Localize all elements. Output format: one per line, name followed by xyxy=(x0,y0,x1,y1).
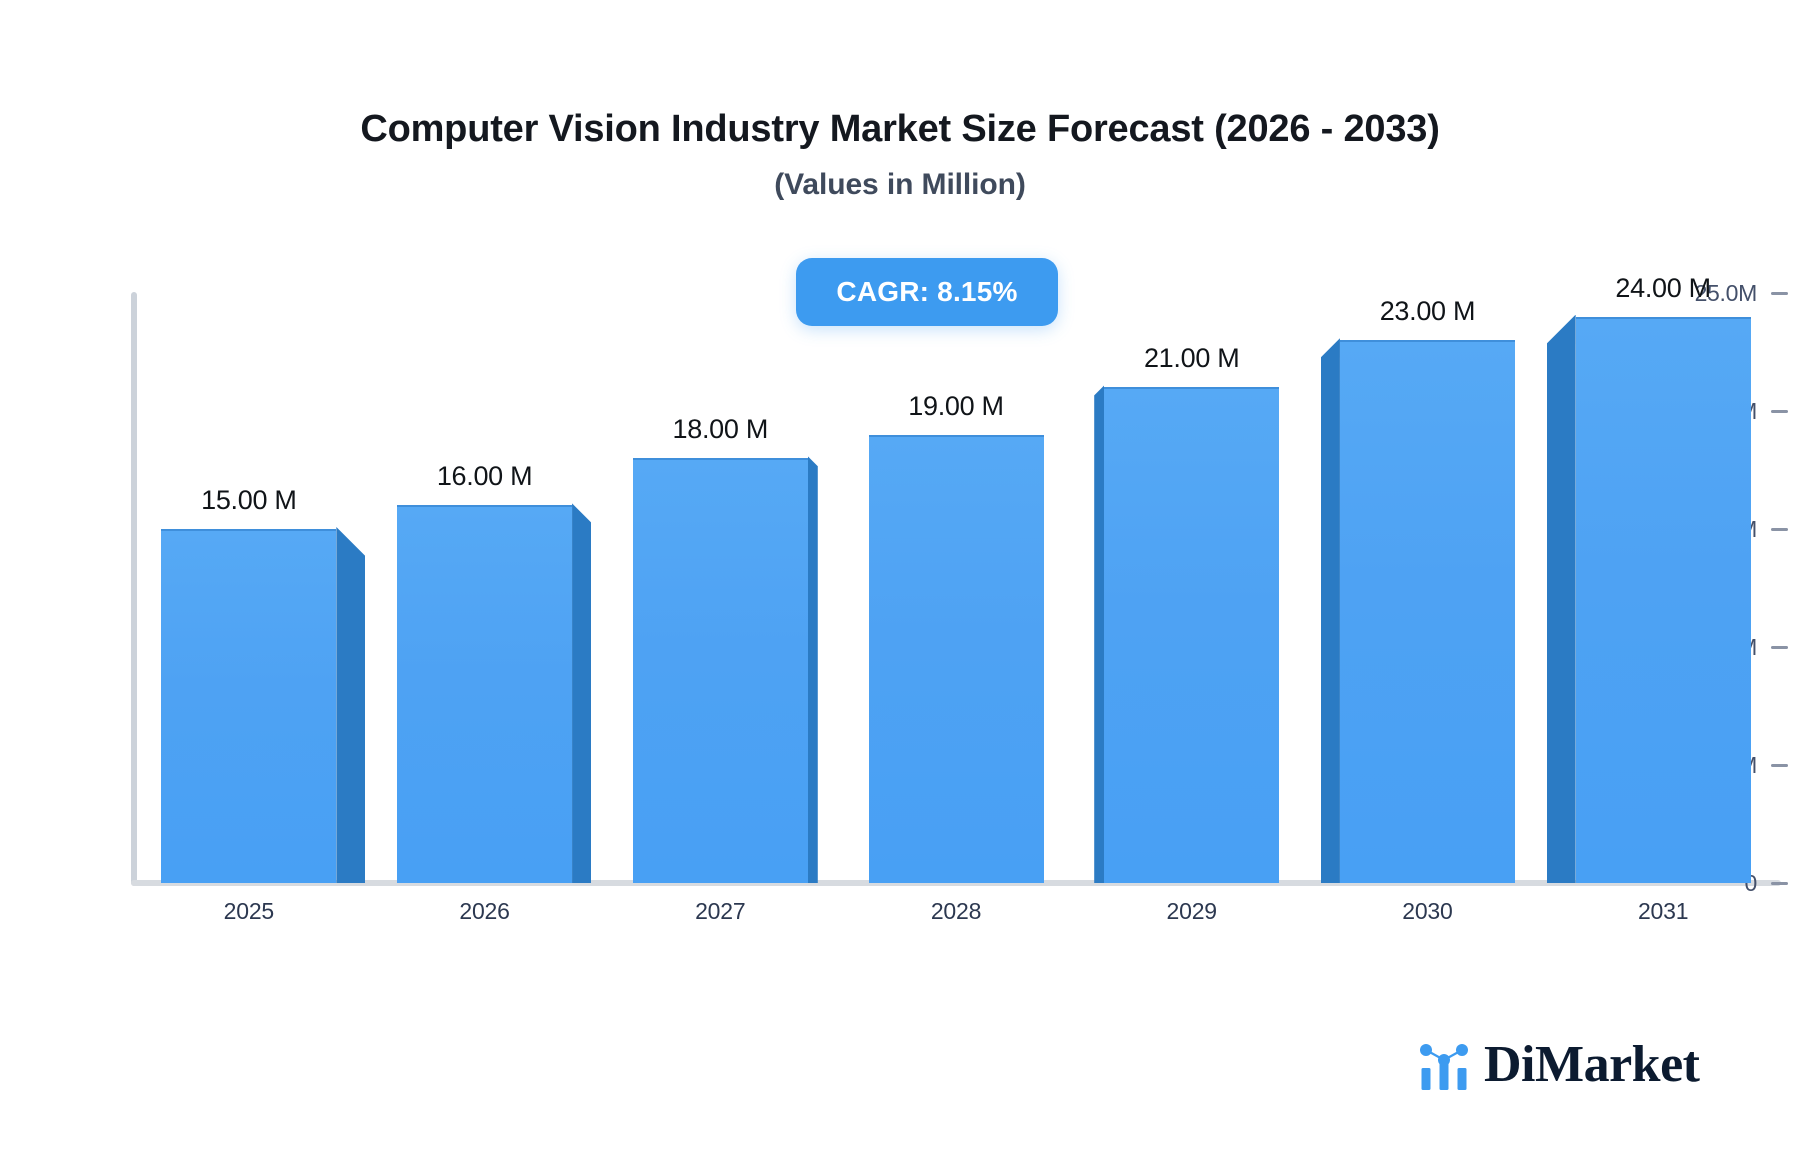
cagr-badge: CAGR: 8.15% xyxy=(796,258,1058,326)
bar-side-panel xyxy=(336,527,366,883)
bar xyxy=(1339,340,1515,883)
bar-value-label: 24.00 M xyxy=(1615,272,1711,303)
bar-value-label: 15.00 M xyxy=(201,485,297,515)
y-axis-tick-mark xyxy=(1771,527,1788,531)
y-axis-tick-mark xyxy=(1771,291,1788,295)
x-axis-tick-label: 2030 xyxy=(1402,898,1453,924)
x-axis-line xyxy=(131,880,1781,886)
bar xyxy=(1575,316,1751,883)
x-axis-tick-label: 2027 xyxy=(695,898,746,924)
bar-value-label: 16.00 M xyxy=(436,461,533,492)
bar xyxy=(161,529,337,883)
bar-side-panel xyxy=(1320,338,1340,883)
bar-value-label: 18.00 M xyxy=(672,414,769,445)
x-axis-tick-label: 2029 xyxy=(1166,898,1218,924)
y-axis-tick-mark xyxy=(1771,881,1788,885)
x-axis-tick-label: 2026 xyxy=(459,898,510,924)
bar-value-label: 23.00 M xyxy=(1379,296,1476,327)
x-axis-tick-label: 2031 xyxy=(1637,898,1689,924)
bar-side-panel xyxy=(1546,314,1576,883)
bar xyxy=(1104,387,1280,883)
page-subtitle: (Values in Million) xyxy=(774,167,1026,201)
y-axis-tick: 25.0M xyxy=(1669,278,1800,308)
logo-wordmark: DiMarket xyxy=(1484,1036,1700,1093)
bar-value-label: 21.00 M xyxy=(1143,343,1240,374)
y-axis-line xyxy=(131,292,137,886)
cagr-badge-label: CAGR: 8.15% xyxy=(836,276,1018,307)
bar-chart-icon xyxy=(1418,1038,1470,1092)
bar-value-label: 19.00 M xyxy=(908,390,1004,421)
bar xyxy=(868,434,1044,883)
x-axis-tick-label: 2028 xyxy=(930,898,982,924)
y-axis-tick-mark xyxy=(1771,645,1788,649)
title-block: Computer Vision Industry Market Size For… xyxy=(0,108,1800,202)
y-axis-tick-mark xyxy=(1771,763,1788,767)
page-title: Computer Vision Industry Market Size For… xyxy=(360,108,1440,150)
bar-side-panel xyxy=(807,456,818,883)
y-axis-tick-mark xyxy=(1771,409,1788,413)
x-axis-tick-label: 2025 xyxy=(223,898,275,924)
bar-side-panel xyxy=(572,503,592,883)
y-axis-tick-label: 25.0M xyxy=(1694,279,1758,306)
brand-logo: DiMarket xyxy=(1418,1036,1700,1093)
bar xyxy=(632,458,808,883)
bar-side-panel xyxy=(1094,385,1105,883)
bar xyxy=(397,505,573,883)
